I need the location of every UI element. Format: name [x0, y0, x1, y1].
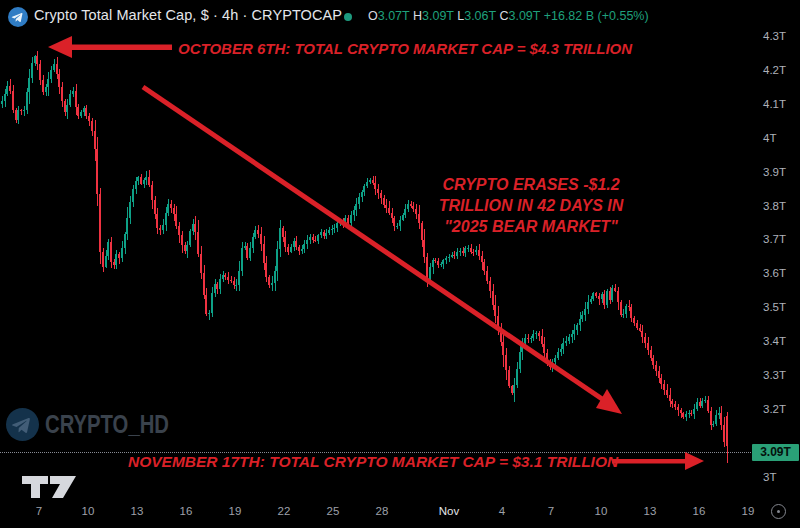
- change-percent: (+0.55%): [598, 9, 649, 23]
- open-value: 3.07T: [378, 9, 410, 23]
- low-value: 3.06T: [464, 9, 496, 23]
- trend-arrow-shaft: [143, 87, 608, 403]
- chart-header: Crypto Total Market Cap, $ · 4h · CRYPTO…: [0, 0, 800, 30]
- chart-page: Crypto Total Market Cap, $ · 4h · CRYPTO…: [0, 0, 800, 528]
- arrow-left-shaft: [68, 45, 172, 51]
- market-status-icon[interactable]: [344, 13, 352, 21]
- annotation-erased-line1: CRYPTO ERASES -$1.2: [428, 174, 634, 195]
- high-value: 3.09T: [422, 9, 454, 23]
- open-label: O: [368, 9, 378, 23]
- trend-arrow-head: [596, 389, 622, 414]
- annotation-october-high: OCTOBER 6TH: TOTAL CRYPTO MARKET CAP = $…: [178, 40, 632, 57]
- annotation-november-low: NOVEMBER 17TH: TOTAL CRYPTO MARKET CAP =…: [128, 453, 618, 471]
- annotation-arrows: [0, 0, 800, 528]
- arrow-right-shaft: [612, 459, 686, 464]
- change-value: +16.82 B: [544, 9, 594, 23]
- arrow-right-head: [685, 452, 704, 470]
- ohlc-values: O3.07T H3.09T L3.06T C3.09T +16.82 B (+0…: [368, 9, 649, 23]
- symbol-title[interactable]: Crypto Total Market Cap, $ · 4h · CRYPTO…: [34, 7, 342, 23]
- annotation-erased-value: CRYPTO ERASES -$1.2 TRILLION IN 42 DAYS …: [428, 174, 634, 237]
- close-value: 3.09T: [508, 9, 540, 23]
- high-label: H: [413, 9, 422, 23]
- arrow-left-head: [48, 36, 72, 58]
- annotation-erased-line3: "2025 BEAR MARKET": [428, 216, 634, 237]
- annotation-erased-line2: TRILLION IN 42 DAYS IN: [428, 195, 634, 216]
- telegram-icon: [8, 7, 28, 27]
